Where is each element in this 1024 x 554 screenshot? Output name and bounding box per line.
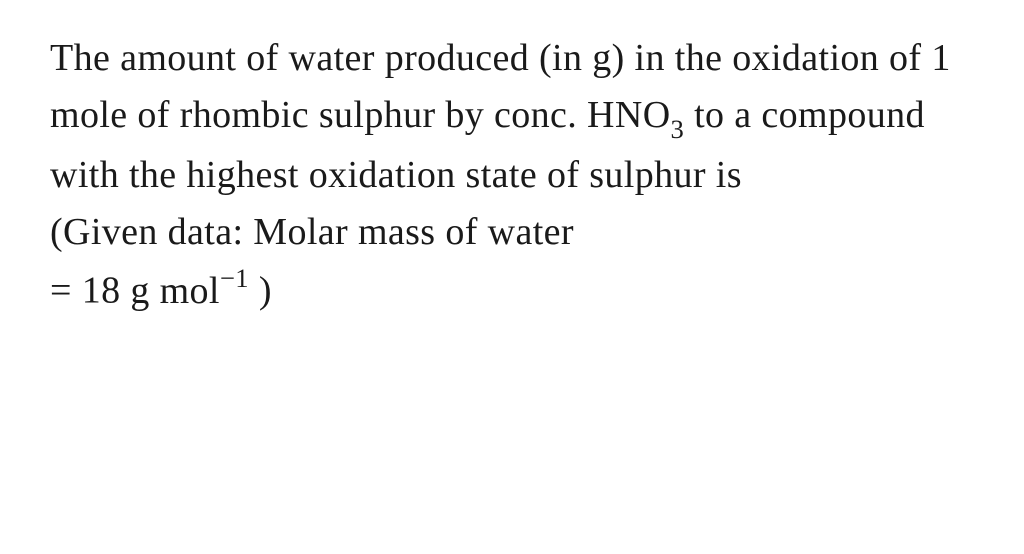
unit-g: g — [592, 37, 611, 79]
question-body-part1: The amount of water produced (in — [50, 37, 592, 79]
unit-text: g mol — [130, 270, 220, 312]
given-data-label: (Given data: Molar mass of water — [50, 211, 574, 253]
chemical-symbol: HNO — [587, 94, 670, 136]
chemical-subscript: 3 — [671, 114, 685, 144]
equation: = 18 g mol−1 ) — [50, 270, 272, 312]
close-paren: ) — [249, 270, 272, 312]
equals-sign: = — [50, 270, 72, 312]
unit-gmol: g mol−1 — [130, 270, 249, 312]
question-text: The amount of water produced (in g) in t… — [50, 30, 974, 320]
unit-exponent: −1 — [220, 263, 249, 293]
chemical-formula: HNO3 — [587, 94, 684, 136]
molar-mass-value: 18 — [82, 270, 121, 312]
